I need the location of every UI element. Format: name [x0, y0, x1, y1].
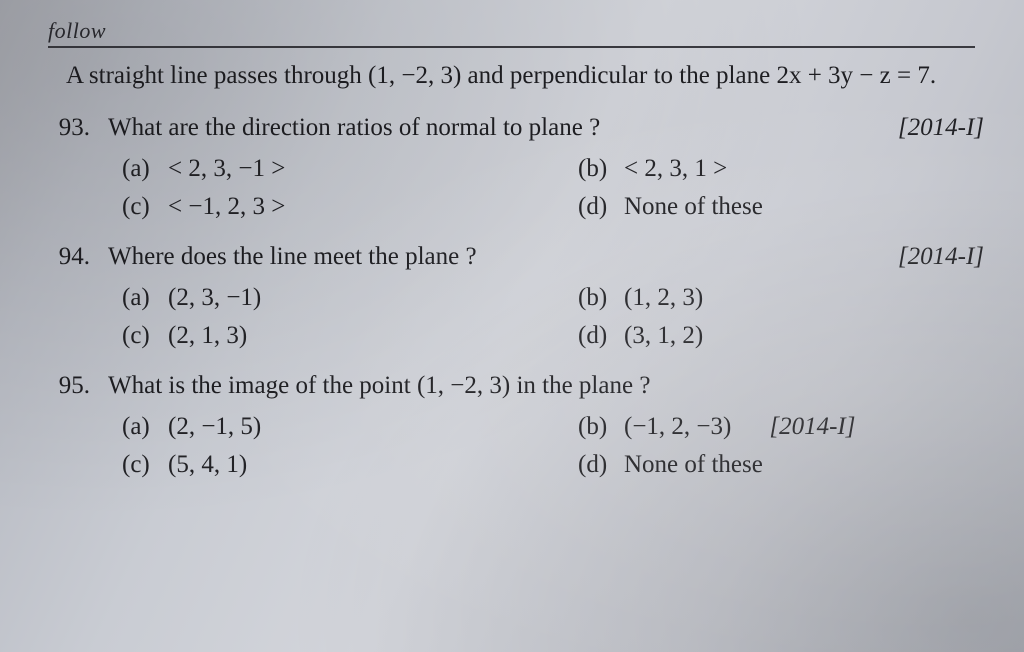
option-text: None of these: [624, 193, 763, 221]
question-row: 95. What is the image of the point (1, −…: [48, 368, 994, 403]
option-text: (2, 1, 3): [168, 322, 247, 350]
option-c: (c) (5, 4, 1): [122, 451, 538, 479]
option-text: (3, 1, 2): [624, 322, 703, 350]
question-stem: A straight line passes through (1, −2, 3…: [48, 58, 994, 94]
question-93: 93. What are the direction ratios of nor…: [48, 110, 994, 221]
option-d: (d) (3, 1, 2): [578, 322, 994, 350]
option-label: (c): [122, 193, 158, 221]
question-text: Where does the line meet the plane ?: [108, 239, 880, 274]
option-a: (a) (2, −1, 5): [122, 413, 538, 441]
option-label: (d): [578, 451, 614, 479]
option-label: (c): [122, 322, 158, 350]
question-number: 94.: [48, 243, 90, 271]
options-grid: (a) (2, −1, 5) (b) (−1, 2, −3) [2014-I] …: [48, 413, 994, 479]
option-text: < −1, 2, 3 >: [168, 193, 285, 221]
question-number: 93.: [48, 114, 90, 142]
option-label: (a): [122, 284, 158, 312]
question-94: 94. Where does the line meet the plane ?…: [48, 239, 994, 350]
option-text: None of these: [624, 451, 763, 479]
option-label: (a): [122, 155, 158, 183]
option-text: < 2, 3, −1 >: [168, 155, 285, 183]
option-text: (−1, 2, −3): [624, 413, 731, 441]
option-b: (b) (−1, 2, −3) [2014-I]: [578, 413, 994, 441]
option-text: (2, −1, 5): [168, 413, 261, 441]
question-number: 95.: [48, 372, 90, 400]
option-c: (c) < −1, 2, 3 >: [122, 193, 538, 221]
exam-page: follow A straight line passes through (1…: [48, 18, 994, 632]
year-tag: [2014-I]: [769, 413, 855, 441]
option-label: (b): [578, 284, 614, 312]
header-fragment: follow: [48, 18, 994, 44]
options-grid: (a) < 2, 3, −1 > (b) < 2, 3, 1 > (c) < −…: [48, 155, 994, 221]
question-95: 95. What is the image of the point (1, −…: [48, 368, 994, 479]
year-tag: [2014-I]: [898, 243, 994, 271]
year-tag: [2014-I]: [898, 114, 994, 142]
question-text: What is the image of the point (1, −2, 3…: [108, 368, 994, 403]
option-label: (b): [578, 155, 614, 183]
divider: [48, 46, 975, 48]
option-b: (b) < 2, 3, 1 >: [578, 155, 994, 183]
option-b: (b) (1, 2, 3): [578, 284, 994, 312]
option-d: (d) None of these: [578, 451, 994, 479]
option-label: (d): [578, 193, 614, 221]
option-label: (b): [578, 413, 614, 441]
option-label: (c): [122, 451, 158, 479]
option-text: (5, 4, 1): [168, 451, 247, 479]
option-a: (a) < 2, 3, −1 >: [122, 155, 538, 183]
option-d: (d) None of these: [578, 193, 994, 221]
option-text: < 2, 3, 1 >: [624, 155, 727, 183]
option-c: (c) (2, 1, 3): [122, 322, 538, 350]
option-text: (2, 3, −1): [168, 284, 261, 312]
option-text: (1, 2, 3): [624, 284, 703, 312]
option-label: (d): [578, 322, 614, 350]
question-text: What are the direction ratios of normal …: [108, 110, 880, 145]
options-grid: (a) (2, 3, −1) (b) (1, 2, 3) (c) (2, 1, …: [48, 284, 994, 350]
option-a: (a) (2, 3, −1): [122, 284, 538, 312]
question-row: 94. Where does the line meet the plane ?…: [48, 239, 994, 274]
option-label: (a): [122, 413, 158, 441]
question-row: 93. What are the direction ratios of nor…: [48, 110, 994, 145]
